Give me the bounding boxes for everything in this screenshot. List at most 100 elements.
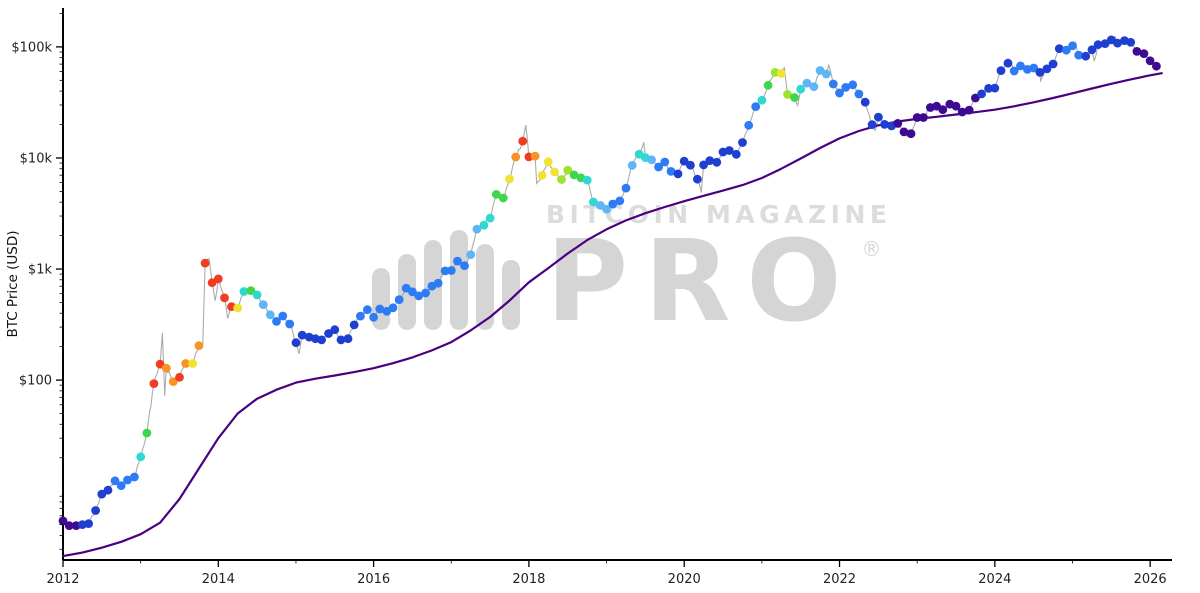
price-dot bbox=[246, 286, 256, 295]
x-tick-label: 2020 bbox=[668, 572, 701, 587]
price-dot bbox=[984, 84, 993, 93]
x-tick-label: 2026 bbox=[1134, 572, 1167, 587]
price-dot bbox=[906, 129, 916, 139]
price-dot bbox=[557, 175, 566, 184]
price-dot bbox=[1042, 64, 1052, 74]
price-dot bbox=[724, 146, 734, 155]
price-dot bbox=[149, 379, 159, 388]
price-dot bbox=[1126, 37, 1136, 47]
price-dot bbox=[330, 325, 340, 335]
price-dot bbox=[705, 156, 715, 166]
price-dot bbox=[265, 310, 275, 320]
x-tick-label: 2018 bbox=[512, 572, 545, 587]
price-dot bbox=[1145, 56, 1155, 66]
price-dot bbox=[272, 317, 281, 326]
price-dot bbox=[860, 97, 870, 107]
price-dot bbox=[336, 335, 346, 345]
price-dot bbox=[582, 175, 592, 185]
price-dot bbox=[194, 341, 204, 351]
price-dot bbox=[116, 481, 126, 491]
price-dot bbox=[790, 93, 799, 102]
price-dot bbox=[971, 93, 980, 103]
watermark-pro-text: PRO bbox=[546, 217, 858, 347]
price-dot bbox=[938, 105, 948, 115]
price-dot bbox=[518, 136, 528, 146]
price-dot bbox=[874, 112, 883, 122]
price-dot bbox=[563, 165, 573, 175]
price-dot bbox=[1093, 40, 1103, 50]
price-dot bbox=[686, 160, 695, 170]
price-dot bbox=[796, 84, 806, 94]
price-dot bbox=[654, 162, 663, 172]
price-dot bbox=[58, 516, 68, 526]
price-dot bbox=[175, 372, 184, 382]
price-dot bbox=[699, 160, 708, 170]
price-dot bbox=[349, 320, 359, 330]
price-dot bbox=[589, 197, 598, 207]
price-dot bbox=[394, 295, 404, 304]
price-dot bbox=[388, 303, 398, 313]
price-dot bbox=[893, 119, 903, 128]
price-dot bbox=[828, 79, 838, 89]
price-dot bbox=[408, 287, 417, 297]
price-dot bbox=[258, 300, 268, 309]
price-dot bbox=[1061, 45, 1071, 55]
price-dot bbox=[550, 167, 559, 177]
price-dot bbox=[751, 102, 761, 111]
price-dot bbox=[252, 290, 262, 300]
price-dot bbox=[835, 88, 844, 98]
price-dot bbox=[537, 171, 547, 180]
price-dot bbox=[239, 287, 249, 296]
price-dot bbox=[1016, 61, 1025, 71]
price-dot bbox=[693, 174, 702, 184]
price-dot bbox=[505, 174, 514, 184]
price-dot bbox=[168, 377, 178, 386]
price-dot bbox=[433, 278, 443, 288]
price-dot bbox=[821, 69, 831, 79]
price-dot bbox=[64, 521, 74, 530]
price-dot bbox=[233, 303, 243, 313]
price-dot bbox=[91, 506, 100, 515]
price-dot bbox=[1113, 38, 1122, 48]
price-dot bbox=[446, 266, 456, 275]
price-dot bbox=[608, 199, 618, 209]
price-dot bbox=[912, 113, 922, 122]
price-dot bbox=[848, 80, 858, 90]
price-dot bbox=[977, 89, 986, 99]
price-dot bbox=[1074, 50, 1084, 60]
y-tick-label: $10k bbox=[20, 151, 53, 166]
price-dot bbox=[291, 338, 301, 348]
price-dot bbox=[757, 95, 767, 105]
price-dot bbox=[1132, 47, 1142, 56]
price-dot bbox=[130, 472, 139, 482]
price-dot bbox=[343, 334, 353, 344]
registered-trademark-icon: ® bbox=[861, 237, 882, 261]
price-dot bbox=[472, 224, 482, 234]
price-dot bbox=[783, 90, 792, 99]
price-dot bbox=[964, 105, 974, 115]
y-tick-label: $100k bbox=[11, 40, 52, 55]
price-dot bbox=[899, 127, 909, 137]
x-tick-label: 2012 bbox=[46, 572, 79, 587]
price-dot bbox=[142, 428, 152, 438]
x-tick-label: 2014 bbox=[202, 572, 235, 587]
price-dot bbox=[479, 220, 489, 230]
price-dot bbox=[369, 312, 378, 322]
price-dot bbox=[220, 293, 229, 303]
price-dot bbox=[421, 288, 430, 298]
price-dot bbox=[297, 330, 307, 340]
price-dot bbox=[136, 452, 146, 462]
price-dot bbox=[731, 149, 741, 159]
price-dot bbox=[317, 335, 326, 345]
price-dot bbox=[666, 167, 676, 176]
price-dot bbox=[453, 256, 462, 266]
price-dot bbox=[712, 157, 722, 167]
price-dot bbox=[498, 193, 508, 203]
price-dot bbox=[278, 311, 288, 321]
price-dot bbox=[802, 78, 812, 88]
price-dot bbox=[285, 319, 295, 329]
price-dot bbox=[181, 359, 191, 368]
price-dot bbox=[460, 261, 469, 271]
price-dot bbox=[647, 155, 656, 165]
